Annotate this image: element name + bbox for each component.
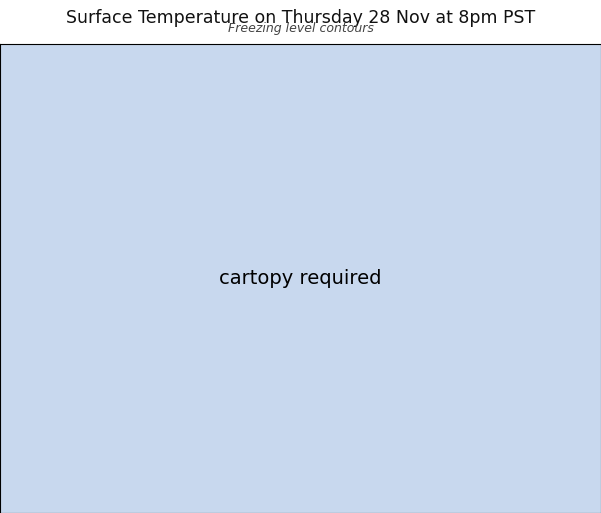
Text: Surface Temperature on Thursday 28 Nov at 8pm PST: Surface Temperature on Thursday 28 Nov a… bbox=[66, 9, 535, 27]
Text: cartopy required: cartopy required bbox=[219, 269, 382, 288]
Text: Freezing level contours: Freezing level contours bbox=[228, 22, 373, 35]
